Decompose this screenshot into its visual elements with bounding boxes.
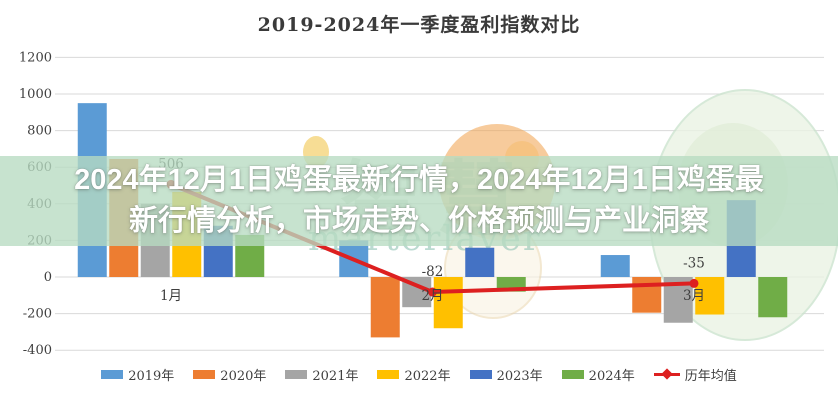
legend-label: 历年均值 — [684, 369, 737, 384]
banner-title-line-2: 新行情分析，市场走势、价格预测与产业洞察 — [128, 205, 709, 237]
legend-swatch — [469, 370, 492, 379]
average-line-marker — [428, 287, 437, 297]
legend-label: 2022年 — [404, 369, 451, 384]
legend-swatch — [285, 370, 308, 379]
y-axis-tick-label: 800 — [27, 124, 52, 139]
chart-legend: 2019年 2020年 2021年 2022年 2023年 2024年 历年均值 — [0, 365, 838, 384]
legend-item-2020年: 2020年 — [193, 365, 266, 384]
legend-label: 2019年 — [128, 369, 175, 384]
x-axis-category-label: 3月 — [683, 288, 705, 304]
legend-label: 2024年 — [588, 369, 635, 384]
y-axis-tick-label: 0 — [44, 270, 52, 285]
legend-label: 2023年 — [496, 369, 543, 384]
y-axis-tick-label: -200 — [23, 307, 52, 322]
banner-title-line-1: 2024年12月1日鸡蛋最新行情，2024年12月1日鸡蛋最 — [74, 164, 764, 196]
y-axis-tick-label: 1200 — [19, 50, 52, 65]
legend-item-2021年: 2021年 — [285, 365, 358, 384]
article-title-banner: 2024年12月1日鸡蛋最新行情，2024年12月1日鸡蛋最 新行情分析，市场走… — [0, 156, 838, 246]
bar-2023年-2月 — [465, 247, 495, 277]
chart-title: 2019-2024年一季度盈利指数对比 — [257, 14, 581, 36]
average-line-data-label: -82 — [422, 264, 444, 280]
bar-2020年-2月 — [370, 277, 400, 338]
legend-swatch — [561, 370, 584, 379]
legend-item-2024年: 2024年 — [561, 365, 635, 384]
legend-swatch — [377, 370, 400, 379]
bar-2024年-3月 — [758, 277, 788, 318]
bar-2019年-3月 — [600, 255, 630, 277]
legend-item-2023年: 2023年 — [469, 365, 543, 384]
legend-label: 2020年 — [220, 369, 267, 384]
legend-label: 2021年 — [312, 369, 359, 384]
average-line-data-label: -35 — [683, 255, 705, 271]
bar-2022年-3月 — [695, 277, 725, 315]
x-axis-category-label: 1月 — [160, 288, 182, 304]
y-axis-tick-label: -400 — [23, 343, 52, 358]
legend-line-swatch — [653, 368, 680, 380]
bar-2022年-2月 — [433, 277, 463, 329]
legend-item-2022年: 2022年 — [377, 365, 451, 384]
x-axis-category-label: 2月 — [421, 288, 443, 304]
bar-2020年-3月 — [632, 277, 662, 313]
legend-item-2019年: 2019年 — [101, 365, 174, 384]
legend-swatch — [193, 370, 216, 379]
legend-item-历年均值: 历年均值 — [653, 365, 737, 384]
legend-line-marker — [661, 368, 673, 380]
legend-swatch — [101, 370, 124, 379]
y-axis-tick-label: 1000 — [19, 87, 52, 102]
average-line-marker — [689, 278, 699, 288]
